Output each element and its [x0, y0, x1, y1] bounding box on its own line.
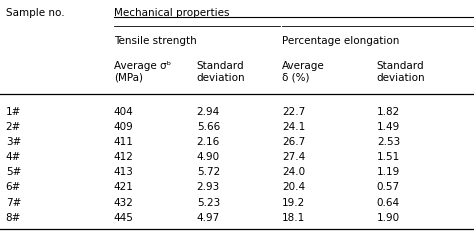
Text: 1#: 1#	[6, 107, 21, 117]
Text: 432: 432	[114, 198, 134, 207]
Text: 2.93: 2.93	[197, 182, 220, 192]
Text: Average σᵇ
(MPa): Average σᵇ (MPa)	[114, 61, 171, 83]
Text: 6#: 6#	[6, 182, 21, 192]
Text: 5.66: 5.66	[197, 122, 220, 132]
Text: 1.82: 1.82	[377, 107, 400, 117]
Text: 411: 411	[114, 137, 134, 147]
Text: 4.97: 4.97	[197, 213, 220, 222]
Text: 1.19: 1.19	[377, 167, 400, 177]
Text: Sample no.: Sample no.	[6, 8, 64, 18]
Text: 413: 413	[114, 167, 134, 177]
Text: 4.90: 4.90	[197, 152, 220, 162]
Text: 409: 409	[114, 122, 134, 132]
Text: 20.4: 20.4	[282, 182, 305, 192]
Text: 24.1: 24.1	[282, 122, 305, 132]
Text: Average
δ (%): Average δ (%)	[282, 61, 325, 83]
Text: 4#: 4#	[6, 152, 21, 162]
Text: 2.94: 2.94	[197, 107, 220, 117]
Text: 1.51: 1.51	[377, 152, 400, 162]
Text: Percentage elongation: Percentage elongation	[282, 36, 400, 46]
Text: 2#: 2#	[6, 122, 21, 132]
Text: 0.57: 0.57	[377, 182, 400, 192]
Text: 1.90: 1.90	[377, 213, 400, 222]
Text: 5#: 5#	[6, 167, 21, 177]
Text: 8#: 8#	[6, 213, 21, 222]
Text: 412: 412	[114, 152, 134, 162]
Text: 7#: 7#	[6, 198, 21, 207]
Text: 445: 445	[114, 213, 134, 222]
Text: 1.49: 1.49	[377, 122, 400, 132]
Text: Tensile strength: Tensile strength	[114, 36, 197, 46]
Text: 404: 404	[114, 107, 134, 117]
Text: 5.72: 5.72	[197, 167, 220, 177]
Text: 421: 421	[114, 182, 134, 192]
Text: 5.23: 5.23	[197, 198, 220, 207]
Text: 27.4: 27.4	[282, 152, 305, 162]
Text: Standard
deviation: Standard deviation	[197, 61, 246, 83]
Text: 19.2: 19.2	[282, 198, 305, 207]
Text: 2.53: 2.53	[377, 137, 400, 147]
Text: Mechanical properties: Mechanical properties	[114, 8, 229, 18]
Text: 18.1: 18.1	[282, 213, 305, 222]
Text: 0.64: 0.64	[377, 198, 400, 207]
Text: 26.7: 26.7	[282, 137, 305, 147]
Text: 2.16: 2.16	[197, 137, 220, 147]
Text: 3#: 3#	[6, 137, 21, 147]
Text: Standard
deviation: Standard deviation	[377, 61, 426, 83]
Text: 22.7: 22.7	[282, 107, 305, 117]
Text: 24.0: 24.0	[282, 167, 305, 177]
